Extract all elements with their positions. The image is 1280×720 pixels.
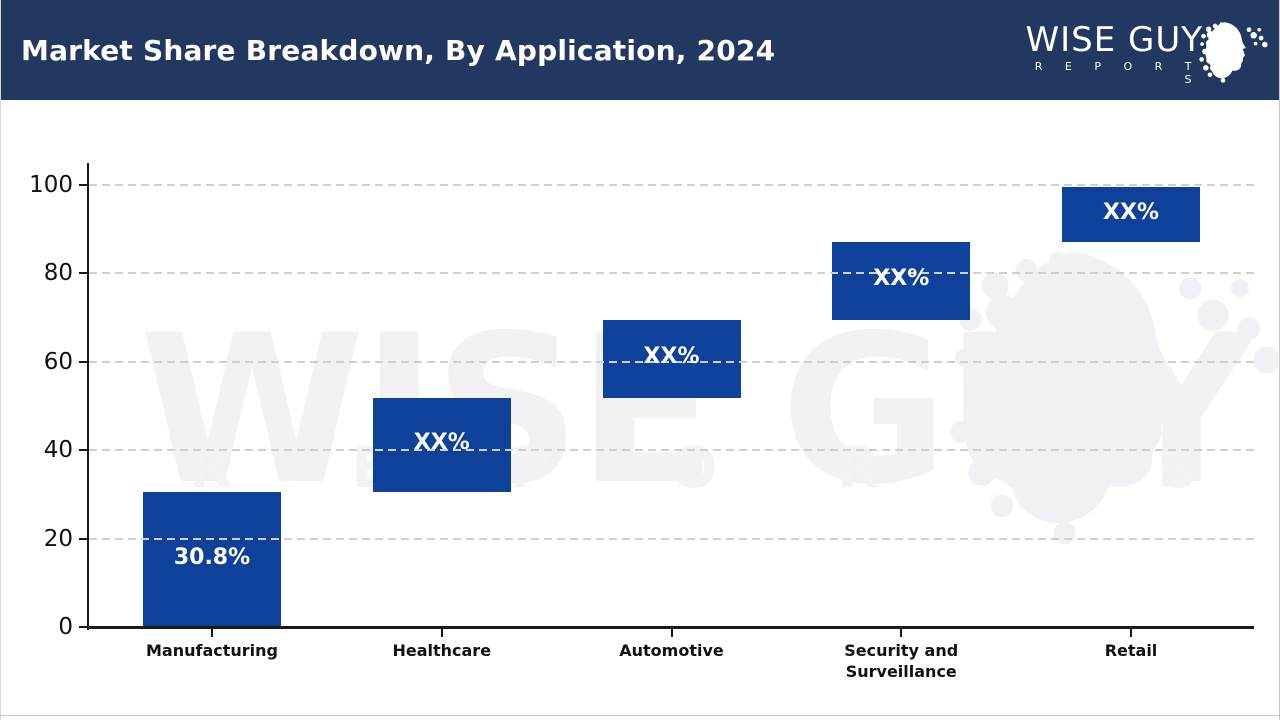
page-bottom-border	[0, 715, 1280, 716]
x-tick-mark-manufacturing	[211, 629, 213, 637]
y-tick-mark-40	[79, 449, 87, 451]
bar-automotive	[602, 320, 741, 398]
logo-head-icon	[1199, 22, 1268, 83]
y-tick-label-20: 20	[43, 525, 73, 552]
y-tick-label-100: 100	[29, 171, 73, 198]
x-axis-label-automotive: Automotive	[619, 641, 724, 660]
y-tick-mark-20	[79, 537, 87, 540]
x-tick-mark-retail	[1130, 629, 1132, 637]
bar-label-security-and-surveillance: XX%	[873, 266, 930, 292]
gridline-40	[89, 449, 1254, 451]
page-title-text: Market Share Breakdown, By Application, …	[21, 33, 776, 67]
gridline-20	[89, 537, 1254, 540]
x-axis-label-security-and-surveillance: Security and Surveillance	[844, 641, 959, 681]
x-tick-mark-automotive	[670, 629, 673, 637]
y-tick-mark-80	[79, 272, 87, 274]
gridline-80	[89, 272, 1254, 274]
x-axis-line	[87, 626, 1254, 629]
y-tick-label-60: 60	[43, 348, 73, 375]
bar-label-retail: XX%	[1103, 199, 1159, 225]
y-tick-mark-60	[79, 360, 87, 363]
logo-text: WISE GUY R E P O R T S	[1021, 22, 1203, 86]
logo-primary-text: WISE GUY	[1025, 20, 1203, 60]
x-tick-mark-healthcare	[440, 629, 443, 637]
bar-manufacturing	[143, 491, 281, 628]
y-tick-mark-100	[79, 183, 87, 186]
bar-label-healthcare: XX%	[413, 429, 470, 455]
x-axis-label-manufacturing: Manufacturing	[146, 641, 278, 660]
bar-security-and-surveillance	[832, 242, 971, 320]
bar-healthcare	[372, 397, 511, 492]
gridline-100	[89, 183, 1254, 186]
x-axis-label-retail: Retail	[1104, 641, 1158, 660]
header-bar: Market Share Breakdown, By Application, …	[1, 0, 1279, 100]
gridline-60	[89, 360, 1254, 363]
logo-secondary-text: R E P O R T S	[1034, 60, 1201, 86]
y-tick-label-40: 40	[43, 437, 73, 463]
bar-label-manufacturing: 30.8%	[173, 544, 251, 570]
y-tick-mark-0	[79, 626, 87, 628]
y-axis-spine	[87, 163, 89, 630]
bar-label-automotive: XX%	[643, 343, 700, 369]
y-tick-label-0: 0	[58, 614, 73, 640]
bar-retail	[1062, 187, 1200, 243]
x-axis-label-healthcare: Healthcare	[392, 641, 492, 660]
page-title: Market Share Breakdown, By Application, …	[21, 0, 775, 100]
y-tick-label-80: 80	[43, 260, 73, 286]
wise-guy-logo: WISE GUY R E P O R T S	[1021, 8, 1271, 94]
watermark-head-icon	[950, 252, 1279, 545]
x-tick-mark-security-and-surveillance	[900, 629, 903, 637]
